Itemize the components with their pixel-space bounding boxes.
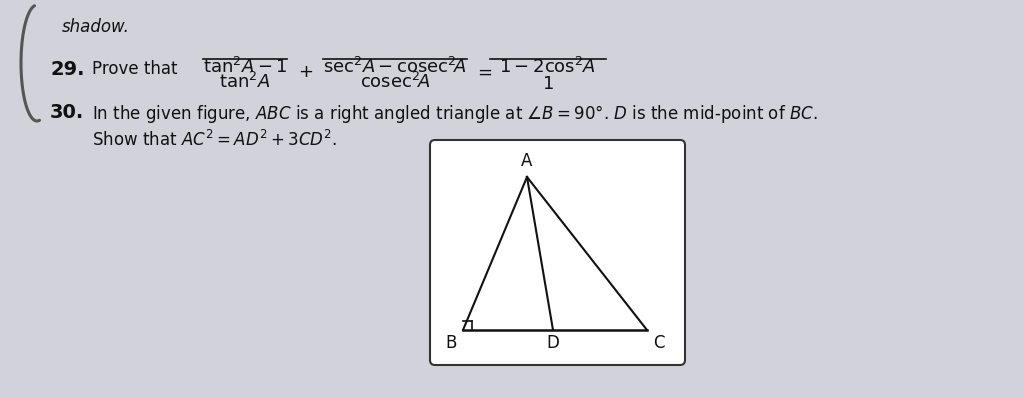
Text: Show that $AC^2 = AD^2 + 3CD^2$.: Show that $AC^2 = AD^2 + 3CD^2$.: [92, 130, 337, 150]
Text: $\mathrm{cosec}^2\!A$: $\mathrm{cosec}^2\!A$: [360, 72, 430, 92]
Text: 29.: 29.: [50, 60, 85, 79]
Text: $=$: $=$: [474, 63, 493, 81]
Text: $1 - 2\cos^2\!A$: $1 - 2\cos^2\!A$: [500, 57, 597, 77]
Text: C: C: [653, 334, 665, 352]
Text: B: B: [445, 334, 457, 352]
FancyBboxPatch shape: [430, 140, 685, 365]
Text: $1$: $1$: [542, 75, 554, 93]
Text: 30.: 30.: [50, 103, 84, 122]
Text: A: A: [521, 152, 532, 170]
Text: D: D: [547, 334, 559, 352]
Text: shadow.: shadow.: [62, 18, 130, 36]
Text: $\sec^2\!A - \mathrm{cosec}^2\!A$: $\sec^2\!A - \mathrm{cosec}^2\!A$: [324, 57, 467, 77]
Text: $\tan^2\!A$: $\tan^2\!A$: [219, 72, 270, 92]
Text: $+$: $+$: [298, 63, 313, 81]
Text: In the given figure, $ABC$ is a right angled triangle at $\angle B = 90°$. $D$ i: In the given figure, $ABC$ is a right an…: [92, 103, 818, 125]
Text: $\tan^2\!A - 1$: $\tan^2\!A - 1$: [203, 57, 287, 77]
Text: Prove that: Prove that: [92, 60, 177, 78]
